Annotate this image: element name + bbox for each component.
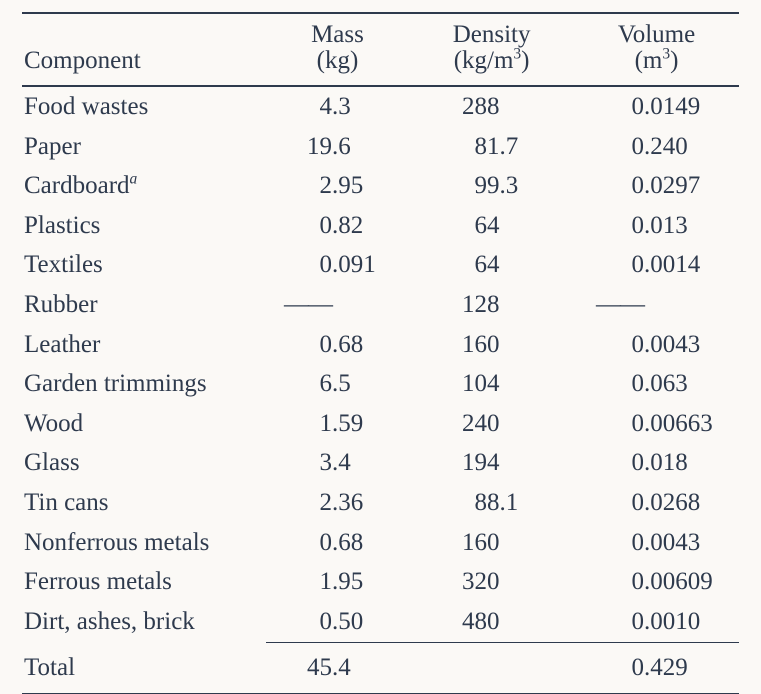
table-row: Tin cans2.3688.10.0268 — [22, 483, 739, 523]
cell-density: 128 — [409, 285, 574, 325]
cell-density: 194 — [409, 444, 574, 484]
footnote-mark: a — [130, 171, 138, 188]
col-mass: Mass (kg) — [266, 14, 409, 86]
cell-mass: 2.95 — [266, 166, 409, 206]
cell-volume: —— — [574, 285, 739, 325]
cell-mass: 2.36 — [266, 483, 409, 523]
cell-mass: 0.68 — [266, 325, 409, 365]
cell-volume: 0.013 — [574, 206, 739, 246]
col-component: Component — [22, 14, 266, 86]
col-component-label: Component — [24, 47, 141, 74]
cell-component: Total — [22, 643, 266, 694]
cell-mass: 1.95 — [266, 562, 409, 602]
cell-mass: —— — [266, 285, 409, 325]
cell-component: Leather — [22, 325, 266, 365]
cell-volume: 0.00663 — [574, 404, 739, 444]
table-row: Plastics0.82640.013 — [22, 206, 739, 246]
cell-volume: 0.0010 — [574, 602, 739, 642]
table-row: Ferrous metals1.953200.00609 — [22, 562, 739, 602]
cell-mass: 3.4 — [266, 444, 409, 484]
cell-component: Food wastes — [22, 86, 266, 127]
col-volume-unit: (m3) — [618, 48, 695, 74]
cell-volume: 0.018 — [574, 444, 739, 484]
table-header: Component Mass (kg) Density (kg/m3) Volu… — [22, 13, 739, 86]
cell-density: 288 — [409, 86, 574, 127]
cell-component: Plastics — [22, 206, 266, 246]
col-volume: Volume (m3) — [574, 14, 739, 86]
cell-volume: 0.429 — [574, 643, 739, 694]
table-row: Textiles0.091640.0014 — [22, 246, 739, 286]
cell-volume: 0.0297 — [574, 166, 739, 206]
table-row: Glass3.41940.018 — [22, 444, 739, 484]
table-row: Dirt, ashes, brick0.504800.0010 — [22, 602, 739, 642]
table-row: Nonferrous metals0.681600.0043 — [22, 523, 739, 563]
page: Component Mass (kg) Density (kg/m3) Volu… — [0, 0, 761, 681]
cell-mass: 0.68 — [266, 523, 409, 563]
cell-component: Paper — [22, 127, 266, 167]
cell-density — [409, 643, 574, 694]
col-mass-unit: (kg) — [311, 48, 364, 74]
cell-mass: 0.50 — [266, 602, 409, 642]
cell-component: Nonferrous metals — [22, 523, 266, 563]
cell-density: 99.3 — [409, 166, 574, 206]
col-density: Density (kg/m3) — [409, 14, 574, 86]
cell-density: 104 — [409, 364, 574, 404]
cell-volume: 0.0043 — [574, 325, 739, 365]
cell-mass: 0.091 — [266, 246, 409, 286]
table-row: Rubber——128—— — [22, 285, 739, 325]
cell-volume: 0.0043 — [574, 523, 739, 563]
table-row: Wood1.592400.00663 — [22, 404, 739, 444]
cell-mass: 19.6 — [266, 127, 409, 167]
cell-volume: 0.240 — [574, 127, 739, 167]
cell-volume: 0.00609 — [574, 562, 739, 602]
cell-volume: 0.0014 — [574, 246, 739, 286]
cell-density: 320 — [409, 562, 574, 602]
col-mass-label: Mass — [311, 22, 364, 48]
cell-mass: 0.82 — [266, 206, 409, 246]
cell-mass: 1.59 — [266, 404, 409, 444]
cell-component: Glass — [22, 444, 266, 484]
cell-density: 88.1 — [409, 483, 574, 523]
table-row: Food wastes4.32880.0149 — [22, 86, 739, 127]
cell-component: Textiles — [22, 246, 266, 286]
cell-mass: 45.4 — [266, 643, 409, 694]
density-table: Component Mass (kg) Density (kg/m3) Volu… — [22, 12, 739, 694]
bottom-rule — [22, 693, 739, 694]
cell-component: Cardboarda — [22, 166, 266, 206]
cell-density: 160 — [409, 523, 574, 563]
col-density-unit: (kg/m3) — [453, 48, 531, 74]
cell-mass: 6.5 — [266, 364, 409, 404]
table-body: Food wastes4.32880.0149Paper19.681.70.24… — [22, 86, 739, 693]
table-row: Paper19.681.70.240 — [22, 127, 739, 167]
cell-component: Garden trimmings — [22, 364, 266, 404]
cell-density: 81.7 — [409, 127, 574, 167]
cell-component: Rubber — [22, 285, 266, 325]
cell-volume: 0.0149 — [574, 86, 739, 127]
table-row: Cardboarda2.9599.30.0297 — [22, 166, 739, 206]
cell-density: 64 — [409, 246, 574, 286]
cell-component: Ferrous metals — [22, 562, 266, 602]
col-density-label: Density — [453, 22, 531, 48]
cell-component: Tin cans — [22, 483, 266, 523]
cell-volume: 0.0268 — [574, 483, 739, 523]
table-row: Garden trimmings6.51040.063 — [22, 364, 739, 404]
cell-density: 480 — [409, 602, 574, 642]
total-row: Total45.4 0.429 — [22, 643, 739, 694]
cell-component: Dirt, ashes, brick — [22, 602, 266, 642]
cell-mass: 4.3 — [266, 86, 409, 127]
cell-density: 160 — [409, 325, 574, 365]
cell-density: 64 — [409, 206, 574, 246]
cell-volume: 0.063 — [574, 364, 739, 404]
cell-density: 240 — [409, 404, 574, 444]
cell-component: Wood — [22, 404, 266, 444]
table-row: Leather0.681600.0043 — [22, 325, 739, 365]
col-volume-label: Volume — [618, 22, 695, 48]
